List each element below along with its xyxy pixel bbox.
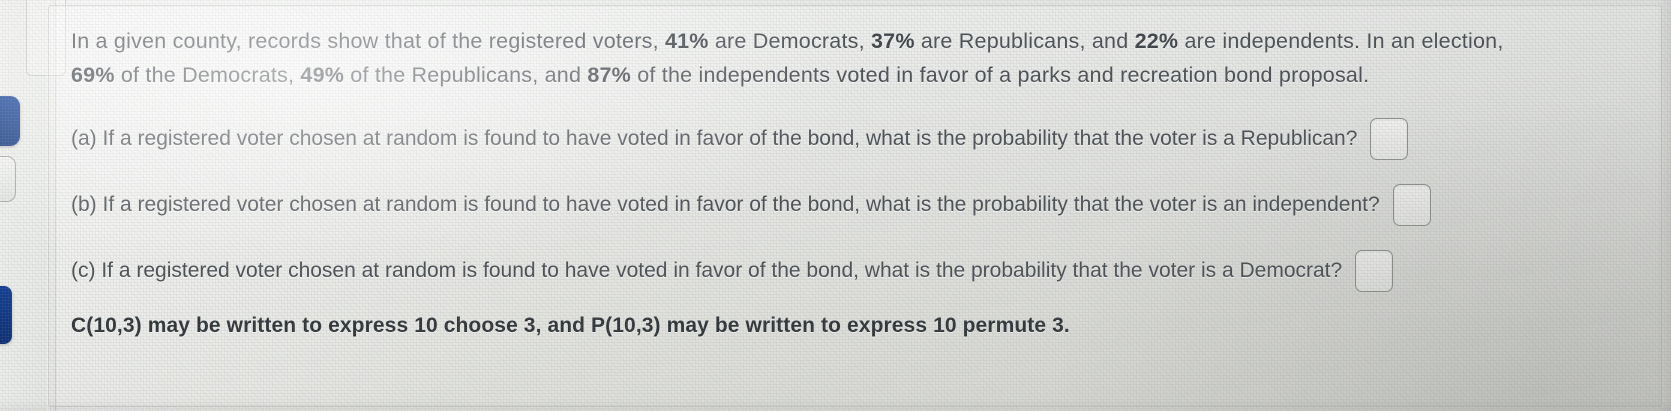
problem-percent-republicans: 37% xyxy=(871,29,915,53)
question-text-b: (b) If a registered voter chosen at rand… xyxy=(71,193,1380,216)
question-text-c: (c) If a registered voter chosen at rand… xyxy=(71,259,1343,282)
problem-part-12: of the independents voted in favor of a … xyxy=(631,63,1370,87)
problem-part-0: In a given county, records show that of … xyxy=(71,29,665,53)
notation-note: C(10,3) may be written to express 10 cho… xyxy=(71,314,1070,337)
problem-percent-democrats-voted: 69% xyxy=(71,63,115,87)
problem-part-4: are Republicans, and xyxy=(914,29,1135,53)
rail-blue-button-top[interactable] xyxy=(0,96,20,146)
answer-input-c[interactable] xyxy=(1355,250,1394,292)
problem-part-2: are Democrats, xyxy=(708,29,871,53)
problem-part-6: are independents. In an election, xyxy=(1178,29,1504,53)
question-card: In a given county, records show that of … xyxy=(48,5,1662,407)
problem-percent-independents-voted: 87% xyxy=(587,63,632,87)
rail-blue-button-bottom[interactable] xyxy=(0,286,12,344)
question-row-b: (b) If a registered voter chosen at rand… xyxy=(71,184,1431,226)
question-text-a: (a) If a registered voter chosen at rand… xyxy=(71,127,1358,150)
question-card-inner: In a given county, records show that of … xyxy=(49,6,1661,406)
answer-input-a[interactable] xyxy=(1370,118,1409,160)
answer-input-b[interactable] xyxy=(1392,184,1431,226)
rail-gray-button[interactable] xyxy=(0,156,16,202)
problem-statement: In a given county, records show that of … xyxy=(71,24,1551,92)
problem-percent-republicans-voted: 49% xyxy=(300,63,345,87)
problem-percent-independents: 22% xyxy=(1134,29,1179,53)
problem-part-8: of the Democrats, xyxy=(114,63,301,87)
problem-percent-democrats: 41% xyxy=(664,29,709,53)
problem-part-10: of the Republicans, and xyxy=(344,63,588,87)
question-row-c: (c) If a registered voter chosen at rand… xyxy=(71,250,1394,292)
question-row-a: (a) If a registered voter chosen at rand… xyxy=(71,118,1409,160)
